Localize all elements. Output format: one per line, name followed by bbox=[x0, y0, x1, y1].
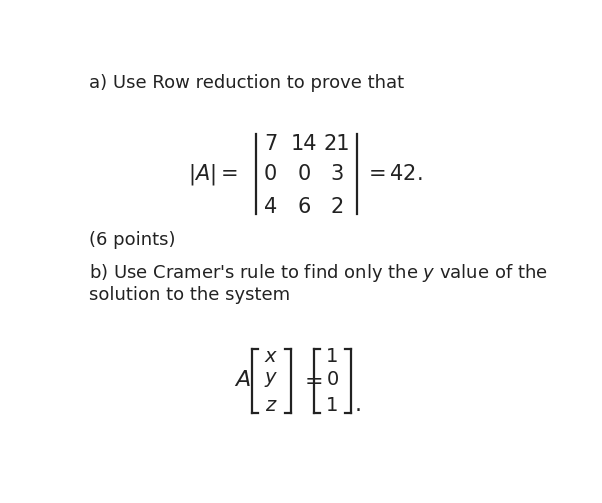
Text: $y$: $y$ bbox=[264, 370, 279, 389]
Text: 1: 1 bbox=[326, 347, 339, 366]
Text: 6: 6 bbox=[297, 197, 311, 217]
Text: 4: 4 bbox=[264, 197, 277, 217]
Text: 3: 3 bbox=[330, 164, 344, 184]
Text: (6 points): (6 points) bbox=[89, 231, 176, 249]
Text: 0: 0 bbox=[326, 370, 339, 389]
Text: 14: 14 bbox=[291, 133, 317, 153]
Text: $A$: $A$ bbox=[234, 370, 251, 390]
Text: 2: 2 bbox=[330, 197, 344, 217]
Text: .: . bbox=[355, 395, 362, 415]
Text: b) Use Cramer's rule to find only the $y$ value of the: b) Use Cramer's rule to find only the $y… bbox=[89, 262, 548, 284]
Text: $=$: $=$ bbox=[300, 370, 323, 390]
Text: 1: 1 bbox=[326, 396, 339, 415]
Text: 0: 0 bbox=[264, 164, 277, 184]
Text: a) Use Row reduction to prove that: a) Use Row reduction to prove that bbox=[89, 74, 405, 92]
Text: 21: 21 bbox=[324, 133, 350, 153]
Text: $= 42.$: $= 42.$ bbox=[364, 164, 422, 184]
Text: $z$: $z$ bbox=[265, 396, 278, 415]
Text: solution to the system: solution to the system bbox=[89, 286, 290, 304]
Text: $|A| =$: $|A| =$ bbox=[188, 162, 237, 187]
Text: 7: 7 bbox=[264, 133, 277, 153]
Text: $x$: $x$ bbox=[264, 347, 279, 366]
Text: 0: 0 bbox=[297, 164, 311, 184]
